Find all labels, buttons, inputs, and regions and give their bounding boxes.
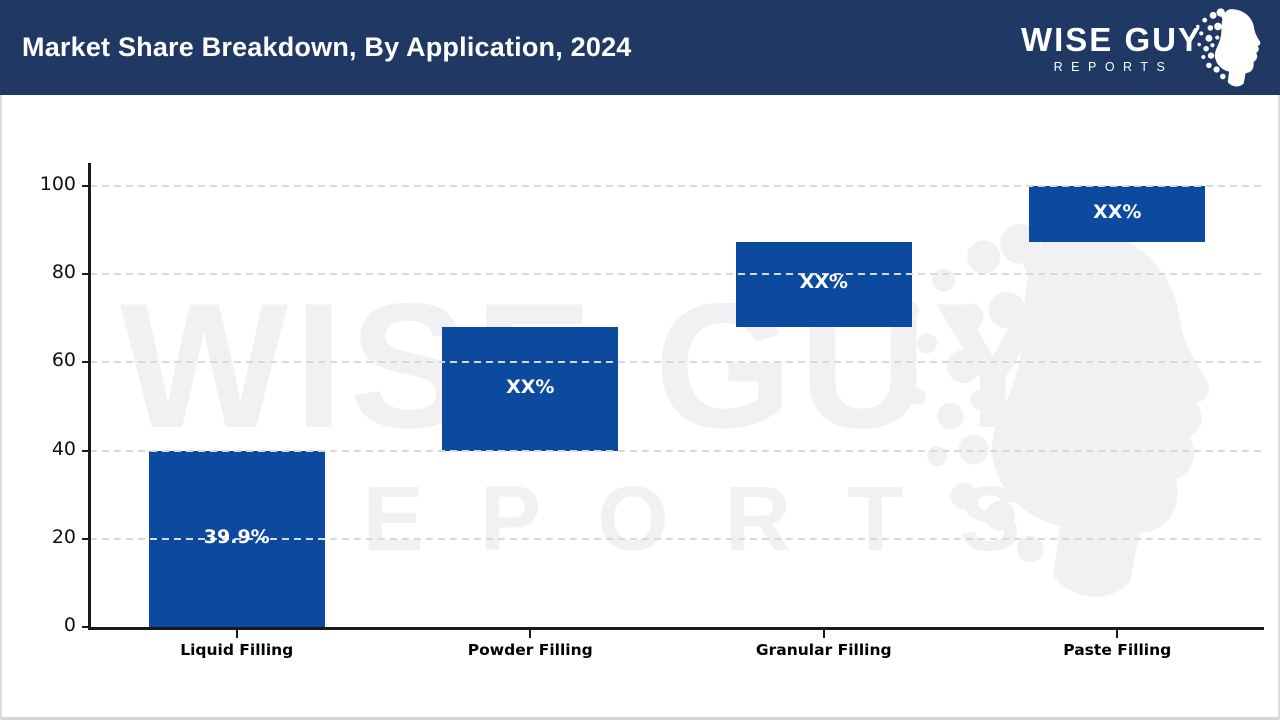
x-tick-mark bbox=[1116, 629, 1119, 638]
y-tick-mark bbox=[82, 537, 90, 540]
y-tick-mark bbox=[82, 273, 90, 276]
y-tick-mark bbox=[82, 449, 90, 452]
x-axis-label: Paste Filling bbox=[1063, 641, 1172, 659]
bar-value-label: 39.9% bbox=[203, 526, 270, 549]
grid-line bbox=[90, 449, 1264, 452]
bar-segment bbox=[735, 242, 912, 327]
y-tick-label: 0 bbox=[63, 614, 76, 636]
grid-line bbox=[90, 361, 1264, 364]
chart-title: Market Share Breakdown, By Application, … bbox=[22, 32, 632, 62]
bar-value-label: XX% bbox=[799, 271, 848, 294]
brand-text: WISE GUY REPORTS bbox=[1021, 21, 1202, 74]
chart-canvas: WISE GUY REPORTS 0 20 40 60 80 100 39.9% Liquid… bbox=[0, 95, 1280, 720]
x-axis-line bbox=[88, 627, 1264, 630]
y-tick-label: 40 bbox=[51, 437, 76, 460]
plot-area: 0 20 40 60 80 100 39.9% Liquid Filling XX% Powder… bbox=[2, 95, 1278, 717]
bar-value-label: XX% bbox=[506, 375, 555, 398]
watermark-subtext: REPORTS bbox=[240, 468, 1077, 570]
watermark-face-icon bbox=[902, 223, 1210, 597]
y-tick-label: 60 bbox=[51, 349, 76, 372]
bar-segment bbox=[1029, 186, 1206, 242]
x-tick-mark bbox=[822, 629, 825, 638]
grid-line bbox=[90, 537, 1264, 540]
y-tick-label: 80 bbox=[51, 261, 76, 284]
y-tick-mark bbox=[82, 361, 90, 364]
brand-logo: WISE GUY REPORTS bbox=[1021, 7, 1262, 89]
x-tick-mark bbox=[235, 629, 238, 638]
bar-value-label: XX% bbox=[1093, 201, 1142, 223]
y-tick-label: 20 bbox=[51, 525, 76, 548]
x-axis-label: Liquid Filling bbox=[180, 641, 294, 659]
header-bar: Market Share Breakdown, By Application, … bbox=[0, 0, 1280, 95]
y-axis-line bbox=[88, 163, 91, 630]
brand-wordmark: WISE GUY bbox=[1020, 21, 1202, 58]
y-tick-mark bbox=[82, 626, 90, 628]
grid-line bbox=[90, 185, 1264, 187]
brand-subtext: REPORTS bbox=[1053, 60, 1174, 74]
y-tick-label: 100 bbox=[39, 173, 76, 195]
grid-line bbox=[90, 273, 1264, 276]
x-tick-mark bbox=[529, 629, 532, 638]
x-axis-label: Powder Filling bbox=[467, 641, 593, 659]
wise-guy-face-icon bbox=[1196, 7, 1261, 86]
x-axis-label: Granular Filling bbox=[755, 641, 892, 659]
bar-segment bbox=[442, 326, 619, 451]
y-tick-mark bbox=[82, 185, 90, 187]
